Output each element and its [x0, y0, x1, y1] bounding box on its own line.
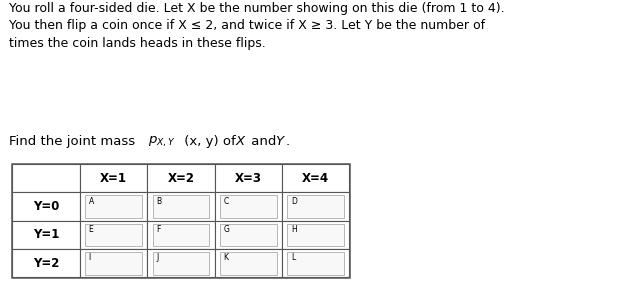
Bar	[215, 221, 282, 249]
Text: F: F	[156, 225, 160, 234]
Text: H: H	[291, 225, 296, 234]
Bar	[85, 224, 142, 246]
Bar	[153, 224, 209, 246]
Text: and: and	[247, 135, 281, 148]
Text: I: I	[89, 253, 91, 262]
Bar	[153, 195, 209, 218]
Bar	[147, 192, 215, 221]
Text: $Y$: $Y$	[275, 135, 286, 148]
Text: G: G	[223, 225, 229, 234]
Text: $p_{X,Y}$: $p_{X,Y}$	[148, 135, 176, 149]
Text: You roll a four-sided die. Let X be the number showing on this die (from 1 to 4): You roll a four-sided die. Let X be the …	[9, 2, 505, 50]
Bar	[282, 164, 349, 192]
Bar	[12, 221, 80, 249]
Text: K: K	[223, 253, 228, 262]
Bar	[12, 192, 80, 221]
Bar	[282, 192, 349, 221]
Text: X=2: X=2	[167, 172, 195, 185]
Text: $X$: $X$	[235, 135, 246, 148]
Text: D: D	[291, 197, 296, 206]
Bar	[215, 249, 282, 277]
Bar	[288, 224, 344, 246]
Text: X=1: X=1	[100, 172, 127, 185]
Bar	[288, 195, 344, 218]
Bar	[12, 249, 80, 277]
Text: X=4: X=4	[302, 172, 329, 185]
Text: L: L	[291, 253, 295, 262]
Bar	[220, 195, 276, 218]
Bar	[220, 224, 276, 246]
Bar	[80, 164, 147, 192]
Text: .: .	[285, 135, 290, 148]
Text: (x, y) of: (x, y) of	[180, 135, 240, 148]
Bar	[282, 221, 349, 249]
Bar	[147, 221, 215, 249]
Text: Y=2: Y=2	[33, 257, 59, 270]
Text: Find the joint mass: Find the joint mass	[9, 135, 140, 148]
Text: B: B	[156, 197, 161, 206]
Bar	[80, 221, 147, 249]
Bar	[153, 252, 209, 275]
Text: A: A	[89, 197, 94, 206]
Bar	[80, 249, 147, 277]
Text: Y=1: Y=1	[33, 228, 59, 241]
Bar	[282, 249, 349, 277]
Bar	[220, 252, 276, 275]
Text: X=3: X=3	[235, 172, 262, 185]
Bar	[12, 164, 80, 192]
Text: E: E	[89, 225, 94, 234]
Bar	[288, 252, 344, 275]
Bar	[80, 192, 147, 221]
Text: Y=0: Y=0	[33, 200, 59, 213]
Text: J: J	[156, 253, 158, 262]
Bar	[215, 192, 282, 221]
Bar	[85, 252, 142, 275]
Bar	[215, 164, 282, 192]
Bar	[147, 164, 215, 192]
Text: C: C	[223, 197, 228, 206]
Bar	[85, 195, 142, 218]
Bar	[147, 249, 215, 277]
